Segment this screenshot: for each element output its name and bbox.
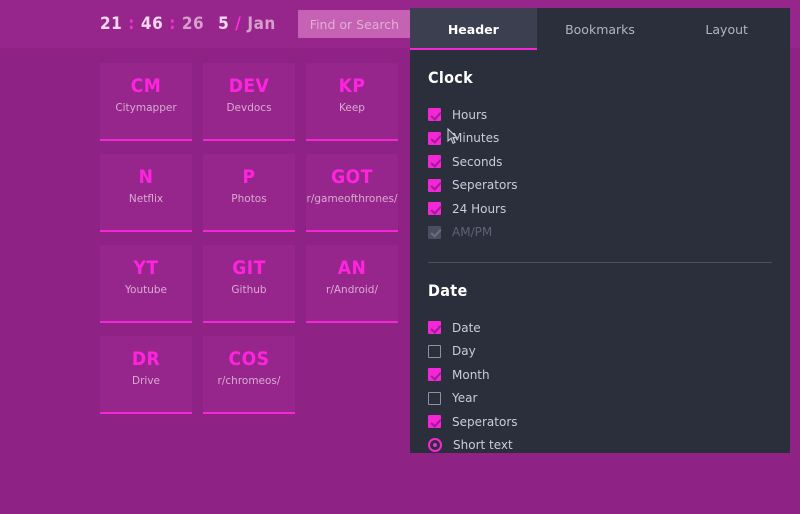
clock-seconds: 26	[181, 14, 205, 34]
clock-hours: 21	[100, 14, 123, 34]
checkbox[interactable]	[428, 321, 441, 335]
option-row-am-pm: AM/PM	[428, 221, 772, 245]
bookmark-tile[interactable]: AN r/Android/	[306, 245, 398, 323]
tab-layout[interactable]: Layout	[663, 8, 790, 50]
option-row-hours[interactable]: Hours	[428, 103, 772, 127]
option-row-short-text[interactable]: Short text	[428, 434, 772, 454]
option-row-day[interactable]: Day	[428, 340, 772, 364]
bookmark-tile[interactable]: CM Citymapper	[100, 63, 192, 141]
bookmark-abbr: COS	[228, 348, 270, 371]
date-section: Date Date Day Month Year Seperators Short tex…	[428, 281, 772, 453]
bookmark-label: Citymapper	[115, 101, 177, 114]
option-row-seconds[interactable]: Seconds	[428, 150, 772, 174]
bookmark-tile[interactable]: GOT r/gameofthrones/	[306, 154, 398, 232]
checkbox	[428, 225, 441, 239]
option-label: Year	[452, 391, 478, 406]
option-row-seperators[interactable]: Seperators	[428, 174, 772, 198]
bookmark-tile[interactable]: KP Keep	[306, 63, 398, 141]
settings-panel: Header Bookmarks Layout Clock Hours Minutes…	[410, 8, 790, 453]
option-label: Seperators	[452, 178, 518, 193]
tab-bookmarks[interactable]: Bookmarks	[536, 8, 664, 50]
option-row-year[interactable]: Year	[428, 387, 772, 411]
section-divider	[428, 262, 772, 263]
bookmark-abbr: YT	[133, 257, 159, 280]
bookmark-abbr: GIT	[232, 257, 266, 280]
option-label: Minutes	[452, 131, 500, 146]
clock-separator-1: :	[128, 14, 135, 34]
clock-separator-2: :	[169, 14, 176, 34]
bookmark-abbr: CM	[130, 75, 162, 98]
option-label: Short text	[453, 438, 513, 453]
bookmark-abbr: GOT	[331, 166, 373, 189]
clock-display: 21 : 46 : 26 5 / Jan	[100, 14, 276, 34]
bookmark-label: r/chromeos/	[217, 374, 281, 387]
checkbox[interactable]	[428, 202, 441, 216]
option-label: AM/PM	[452, 225, 493, 240]
bookmark-abbr: AN	[337, 257, 367, 280]
bookmark-label: Youtube	[125, 283, 167, 296]
bookmark-tile[interactable]: DR Drive	[100, 336, 192, 414]
clock-options-list: Hours Minutes Seconds Seperators 24 Hours AM/…	[428, 103, 772, 244]
bookmark-tile[interactable]: YT Youtube	[100, 245, 192, 323]
bookmark-label: Keep	[339, 101, 365, 114]
checkbox[interactable]	[428, 108, 441, 122]
date-separator: /	[235, 14, 242, 34]
option-label: Seperators	[452, 414, 518, 429]
option-label: Month	[452, 367, 490, 382]
date-month: Jan	[247, 14, 276, 34]
date-options-list: Date Day Month Year Seperators Short text	[428, 316, 772, 453]
clock-section: Clock Hours Minutes Seconds Seperators 24 Ho…	[428, 68, 772, 244]
checkbox[interactable]	[428, 391, 441, 405]
option-label: Hours	[452, 107, 488, 122]
clock-section-title: Clock	[428, 68, 473, 87]
bookmark-abbr: N	[138, 166, 154, 189]
bookmark-tile[interactable]: P Photos	[203, 154, 295, 232]
checkbox[interactable]	[428, 155, 441, 169]
option-label: Day	[452, 344, 476, 359]
checkbox[interactable]	[428, 344, 441, 358]
bookmark-tile[interactable]: GIT Github	[203, 245, 295, 323]
bookmark-tile[interactable]: DEV Devdocs	[203, 63, 295, 141]
bookmark-label: Netflix	[128, 192, 164, 205]
checkbox[interactable]	[428, 415, 441, 429]
checkbox[interactable]	[428, 131, 441, 145]
option-row-24-hours[interactable]: 24 Hours	[428, 197, 772, 221]
bookmark-tile[interactable]: N Netflix	[100, 154, 192, 232]
bookmark-grid: CM Citymapper DEV Devdocs KP Keep N Netflix P Pho…	[100, 63, 398, 414]
bookmark-label: r/Android/	[326, 283, 378, 296]
option-row-month[interactable]: Month	[428, 363, 772, 387]
bookmark-label: Github	[231, 283, 267, 296]
tab-header[interactable]: Header	[410, 8, 537, 50]
option-row-seperators[interactable]: Seperators	[428, 410, 772, 434]
date-day: 5	[218, 14, 230, 34]
option-label: Seconds	[452, 154, 503, 169]
bookmark-abbr: DEV	[228, 75, 270, 98]
panel-body: Clock Hours Minutes Seconds Seperators 24 Ho…	[410, 50, 790, 453]
date-section-title: Date	[428, 281, 468, 300]
bookmark-label: Devdocs	[226, 101, 272, 114]
checkbox[interactable]	[428, 178, 441, 192]
option-label: Date	[452, 320, 481, 335]
option-label: 24 Hours	[452, 201, 507, 216]
bookmark-label: Photos	[231, 192, 267, 205]
option-row-minutes[interactable]: Minutes	[428, 127, 772, 151]
bookmark-label: r/gameofthrones/	[306, 192, 398, 205]
clock-minutes: 46	[140, 14, 164, 34]
bookmark-label: Drive	[132, 374, 160, 387]
option-row-date[interactable]: Date	[428, 316, 772, 340]
checkbox[interactable]	[428, 368, 441, 382]
bookmark-abbr: DR	[131, 348, 161, 371]
bookmark-abbr: P	[242, 166, 256, 189]
bookmark-tile[interactable]: COS r/chromeos/	[203, 336, 295, 414]
radio-button[interactable]	[428, 438, 442, 453]
bookmark-abbr: KP	[338, 75, 366, 98]
panel-tab-bar: Header Bookmarks Layout	[410, 8, 790, 50]
